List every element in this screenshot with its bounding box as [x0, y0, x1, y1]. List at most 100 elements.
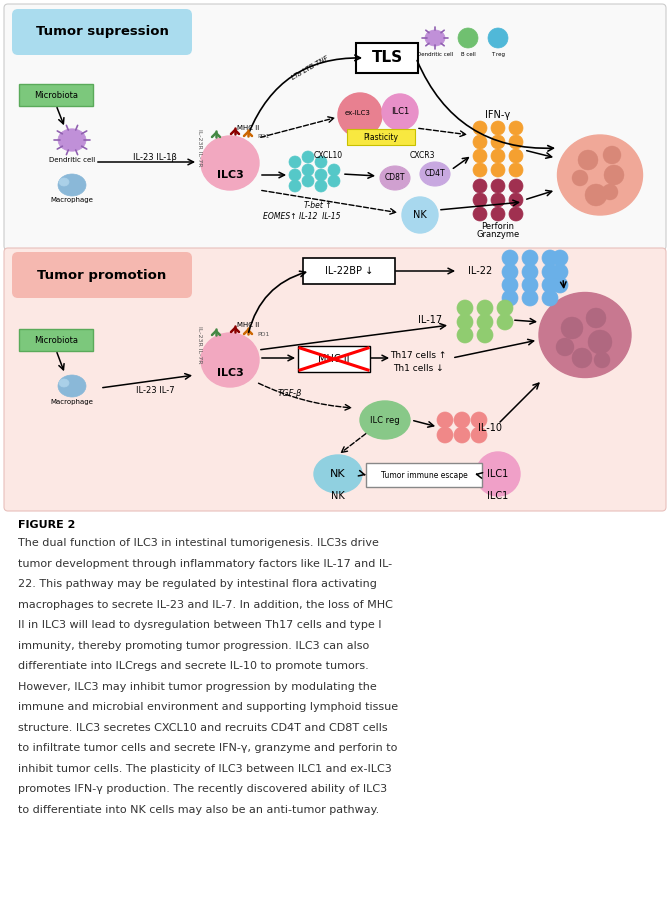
Text: NK: NK [413, 210, 427, 220]
Circle shape [289, 169, 301, 181]
Text: However, ILC3 may inhibit tumor progression by modulating the: However, ILC3 may inhibit tumor progress… [18, 681, 377, 692]
Circle shape [509, 207, 523, 221]
Circle shape [497, 314, 513, 330]
Circle shape [471, 427, 487, 443]
Circle shape [491, 135, 505, 149]
Ellipse shape [314, 455, 362, 493]
Text: to differentiate into NK cells may also be an anti-tumor pathway.: to differentiate into NK cells may also … [18, 805, 379, 814]
Text: differentiate into ILCregs and secrete IL-10 to promote tumors.: differentiate into ILCregs and secrete I… [18, 661, 368, 671]
Text: NK: NK [331, 491, 345, 501]
Circle shape [454, 412, 470, 428]
Text: CXCR3: CXCR3 [409, 150, 435, 160]
Text: ILC1: ILC1 [487, 469, 509, 479]
Circle shape [502, 277, 518, 293]
Circle shape [473, 135, 487, 149]
Circle shape [437, 412, 453, 428]
Circle shape [491, 207, 505, 221]
Circle shape [522, 277, 538, 293]
Ellipse shape [539, 292, 631, 377]
FancyBboxPatch shape [356, 43, 418, 73]
Circle shape [458, 28, 478, 48]
Circle shape [603, 146, 621, 164]
Text: CD4T: CD4T [425, 170, 446, 179]
Text: ex-ILC3: ex-ILC3 [345, 110, 371, 116]
Ellipse shape [59, 379, 69, 387]
Circle shape [502, 264, 518, 280]
Circle shape [491, 193, 505, 207]
Circle shape [382, 94, 418, 130]
Text: to infiltrate tumor cells and secrete IFN-γ, granzyme and perforin to: to infiltrate tumor cells and secrete IF… [18, 743, 397, 753]
Circle shape [315, 180, 327, 192]
Circle shape [488, 28, 508, 48]
Text: IL-23 IL-7: IL-23 IL-7 [136, 385, 174, 395]
Circle shape [552, 277, 568, 293]
Circle shape [473, 149, 487, 163]
Text: Plasticity: Plasticity [364, 133, 399, 141]
Text: ILC reg: ILC reg [371, 416, 400, 424]
Text: ILC1: ILC1 [391, 108, 409, 116]
Circle shape [289, 156, 301, 168]
Text: T reg: T reg [491, 52, 505, 57]
Circle shape [604, 165, 624, 185]
Text: Microbiota: Microbiota [34, 90, 78, 100]
Text: Macrophage: Macrophage [50, 197, 93, 203]
Text: ILC1: ILC1 [487, 491, 509, 501]
Circle shape [473, 193, 487, 207]
Circle shape [552, 264, 568, 280]
FancyBboxPatch shape [4, 4, 666, 250]
FancyBboxPatch shape [366, 463, 482, 487]
Ellipse shape [360, 401, 410, 439]
Circle shape [476, 452, 520, 496]
Circle shape [509, 193, 523, 207]
Ellipse shape [557, 135, 643, 215]
Circle shape [491, 179, 505, 193]
Circle shape [477, 327, 493, 343]
Circle shape [328, 164, 340, 176]
Text: 22. This pathway may be regulated by intestinal flora activating: 22. This pathway may be regulated by int… [18, 579, 377, 589]
Text: Tumor supression: Tumor supression [36, 26, 168, 39]
Circle shape [457, 327, 473, 343]
Text: Perforin: Perforin [482, 221, 515, 230]
Circle shape [473, 163, 487, 177]
Circle shape [572, 170, 588, 186]
Circle shape [542, 277, 558, 293]
Text: IL-17: IL-17 [418, 315, 442, 325]
Text: TGF-β: TGF-β [278, 388, 302, 397]
Circle shape [473, 121, 487, 135]
Circle shape [585, 184, 607, 206]
Text: MHC II: MHC II [318, 354, 350, 364]
Ellipse shape [58, 174, 86, 196]
Circle shape [477, 300, 493, 316]
Text: Tumor promotion: Tumor promotion [38, 268, 167, 281]
Circle shape [502, 290, 518, 306]
Text: IL-23R IL-7R: IL-23R IL-7R [198, 129, 202, 167]
Circle shape [509, 163, 523, 177]
Text: macrophages to secrete IL-23 and IL-7. In addition, the loss of MHC: macrophages to secrete IL-23 and IL-7. I… [18, 599, 393, 609]
Text: Dendritic cell: Dendritic cell [49, 157, 95, 163]
Circle shape [522, 264, 538, 280]
Circle shape [471, 412, 487, 428]
Ellipse shape [201, 136, 259, 190]
Text: T-bet ↑: T-bet ↑ [304, 200, 332, 209]
Text: Th17 cells ↑: Th17 cells ↑ [390, 350, 446, 360]
Text: CD8T: CD8T [385, 173, 405, 183]
Circle shape [454, 427, 470, 443]
Circle shape [328, 175, 340, 187]
FancyBboxPatch shape [298, 346, 370, 372]
Text: Granzyme: Granzyme [476, 230, 520, 239]
Text: IL-23R IL-7R: IL-23R IL-7R [198, 326, 202, 364]
Circle shape [457, 314, 473, 330]
Text: PD1: PD1 [258, 332, 270, 337]
Circle shape [602, 184, 618, 200]
FancyBboxPatch shape [19, 84, 93, 106]
Circle shape [302, 175, 314, 187]
Text: IL-10: IL-10 [478, 423, 502, 433]
Circle shape [572, 348, 592, 368]
Text: The dual function of ILC3 in intestinal tumorigenesis. ILC3s drive: The dual function of ILC3 in intestinal … [18, 538, 379, 548]
Text: Microbiota: Microbiota [34, 336, 78, 345]
Text: Tumor immune escape: Tumor immune escape [381, 470, 468, 479]
Ellipse shape [59, 178, 69, 186]
Text: Th1 cells ↓: Th1 cells ↓ [393, 363, 444, 372]
Text: Macrophage: Macrophage [50, 399, 93, 405]
Circle shape [522, 290, 538, 306]
